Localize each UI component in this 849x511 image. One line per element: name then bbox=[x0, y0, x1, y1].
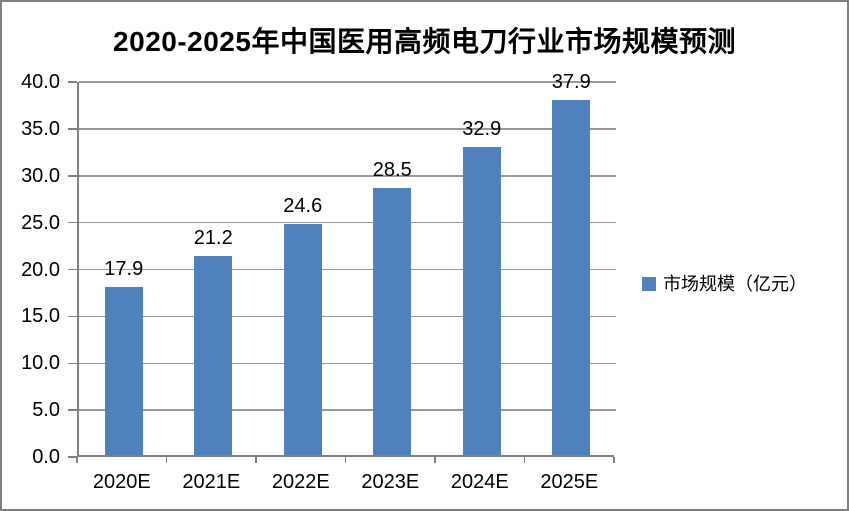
bar bbox=[462, 146, 501, 455]
x-tick-label: 2022E bbox=[271, 471, 330, 493]
x-axis-tick bbox=[523, 457, 526, 463]
y-axis-tick bbox=[68, 268, 77, 271]
bar-value-label: 32.9 bbox=[462, 117, 502, 140]
y-axis-tick bbox=[68, 409, 77, 411]
legend-swatch-icon bbox=[642, 277, 656, 291]
y-tick-label: 10.0 bbox=[21, 352, 60, 375]
bar-value-label: 24.6 bbox=[283, 195, 323, 218]
legend: 市场规模（亿元） bbox=[642, 274, 807, 294]
x-tick-label: 2025E bbox=[540, 471, 599, 493]
x-tick-label: 2024E bbox=[450, 471, 509, 493]
x-tick-label: 2023E bbox=[361, 471, 420, 493]
y-axis-tick bbox=[68, 81, 77, 83]
bar bbox=[283, 224, 322, 455]
bar bbox=[194, 256, 233, 455]
bar bbox=[373, 187, 412, 455]
gridline bbox=[79, 175, 616, 177]
y-axis-tick bbox=[68, 175, 77, 177]
y-axis-tick bbox=[68, 221, 77, 224]
y-tick-label: 20.0 bbox=[21, 258, 60, 281]
x-tick-label: 2021E bbox=[182, 471, 241, 493]
bar bbox=[552, 99, 591, 455]
x-axis-tick bbox=[76, 457, 78, 463]
x-axis-tick bbox=[434, 457, 436, 463]
y-axis-tick bbox=[68, 362, 77, 364]
y-tick-label: 25.0 bbox=[21, 211, 60, 234]
x-tick-label: 2020E bbox=[92, 471, 151, 493]
x-axis-tick bbox=[165, 457, 168, 463]
y-tick-label: 40.0 bbox=[21, 71, 60, 93]
gridline bbox=[79, 362, 616, 364]
x-axis-tick bbox=[344, 457, 347, 463]
legend-label: 市场规模（亿元） bbox=[663, 274, 807, 294]
gridline bbox=[79, 221, 616, 224]
y-tick-label: 5.0 bbox=[32, 399, 60, 422]
x-axis-tick bbox=[613, 457, 615, 463]
gridline bbox=[79, 315, 616, 318]
y-axis-tick bbox=[68, 315, 77, 318]
plot-area: 17.9 21.2 24.6 28.5 32.9 37.9 bbox=[77, 71, 616, 457]
y-tick-label: 0.0 bbox=[32, 446, 60, 468]
y-tick-label: 15.0 bbox=[21, 305, 60, 328]
bar-value-label: 37.9 bbox=[551, 70, 591, 93]
bar-value-label: 28.5 bbox=[372, 158, 412, 181]
bar bbox=[104, 287, 143, 455]
bar-value-label: 17.9 bbox=[104, 258, 144, 281]
gridline bbox=[79, 268, 616, 271]
y-axis-tick bbox=[68, 456, 77, 458]
y-axis-tick bbox=[68, 128, 77, 130]
bar-value-label: 21.2 bbox=[193, 227, 233, 250]
chart-title: 2020-2025年中国医用高频电刀行业市场规模预测 bbox=[113, 26, 736, 57]
x-axis-tick bbox=[255, 457, 257, 463]
y-tick-label: 35.0 bbox=[21, 117, 60, 140]
gridline bbox=[79, 409, 616, 411]
gridline bbox=[79, 128, 616, 130]
y-tick-label: 30.0 bbox=[21, 164, 60, 187]
gridline bbox=[79, 81, 616, 83]
